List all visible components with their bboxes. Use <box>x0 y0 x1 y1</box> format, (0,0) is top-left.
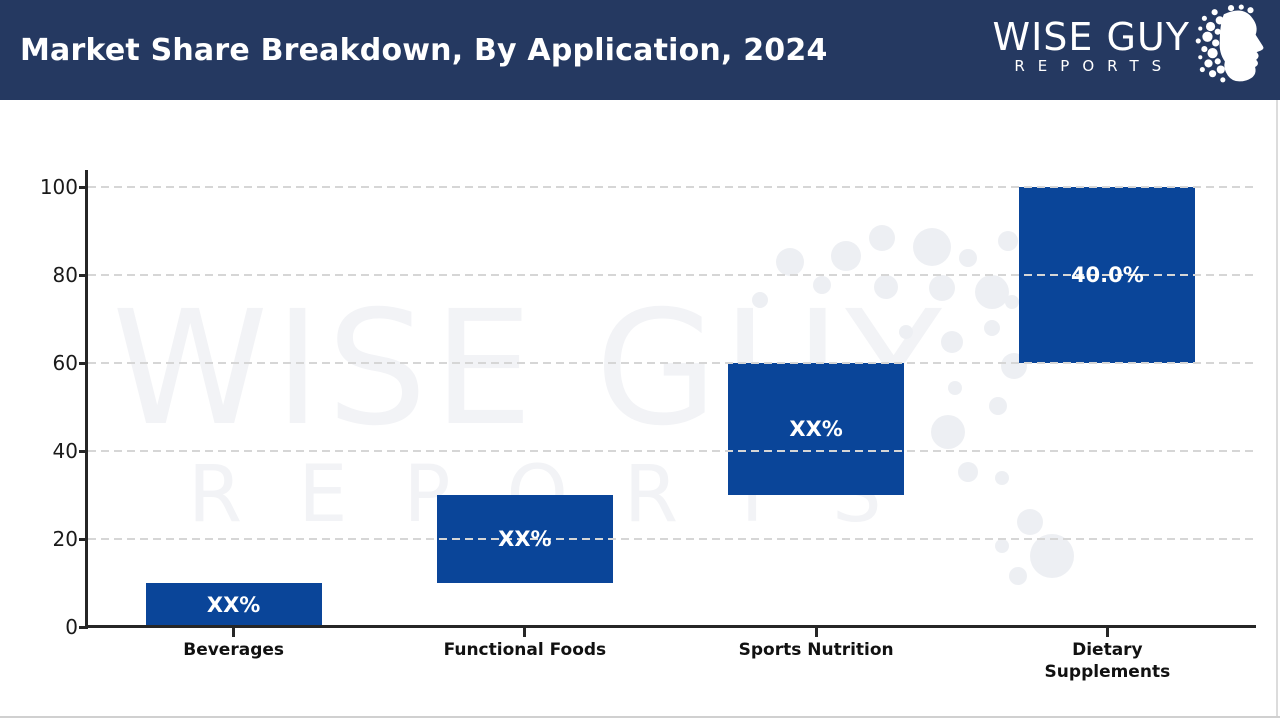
x-tick-mark <box>814 628 818 637</box>
x-axis-label: Dietary Supplements <box>1044 640 1171 683</box>
gridline-y-40 <box>88 450 1253 452</box>
bar-beverages <box>145 583 322 627</box>
x-axis-label: Sports Nutrition <box>738 640 894 660</box>
wise-guy-logo: WISE GUY REPORTS <box>993 4 1268 88</box>
logo-wordmark-line1: WISE GUY <box>992 15 1190 60</box>
y-tick-mark <box>79 626 88 629</box>
x-tick-mark <box>523 628 527 637</box>
logo-wordmark: WISE GUY REPORTS <box>992 15 1190 75</box>
y-tick-label: 40 <box>52 439 78 463</box>
y-tick-mark <box>79 274 88 277</box>
x-tick-mark <box>1105 628 1109 637</box>
gridline-y-100 <box>88 186 1253 188</box>
bar-sports-nutrition <box>728 363 905 495</box>
y-tick-mark <box>79 186 88 189</box>
chart-title: Market Share Breakdown, By Application, … <box>20 32 828 68</box>
bar-value-label: XX% <box>789 417 843 441</box>
y-tick-mark <box>79 362 88 365</box>
logo-face-icon <box>1195 4 1264 83</box>
y-tick-mark <box>79 538 88 541</box>
x-axis-label: Beverages <box>183 640 285 660</box>
x-tick-mark <box>232 628 236 637</box>
y-tick-label: 0 <box>65 615 78 639</box>
header: Market Share Breakdown, By Application, … <box>0 0 1280 100</box>
y-tick-label: 80 <box>52 263 78 287</box>
x-axis-label: Functional Foods <box>443 640 607 660</box>
bar-value-label: XX% <box>498 527 552 551</box>
y-tick-label: 100 <box>39 175 78 199</box>
gridline-y-60 <box>88 362 1253 364</box>
watermark-face-dots-icon <box>752 225 1074 585</box>
gridline-y-80 <box>88 274 1253 276</box>
bottom-edge-line <box>0 716 1280 718</box>
bar-value-label: XX% <box>206 593 261 617</box>
right-edge-line <box>1276 100 1278 716</box>
gridline-y-20 <box>88 538 1253 540</box>
y-tick-mark <box>79 450 88 453</box>
y-tick-label: 20 <box>52 527 78 551</box>
x-axis-line <box>85 625 1256 628</box>
y-axis-line <box>85 170 88 628</box>
bar-value-label: 40.0% <box>1070 263 1144 287</box>
logo-wordmark-line2: REPORTS <box>1014 56 1175 75</box>
y-tick-label: 60 <box>52 351 78 375</box>
